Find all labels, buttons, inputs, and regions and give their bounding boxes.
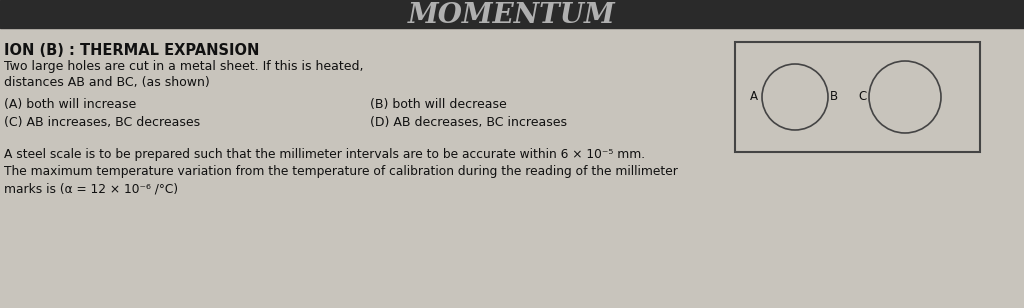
Text: A: A xyxy=(750,91,758,103)
Text: A steel scale is to be prepared such that the millimeter intervals are to be acc: A steel scale is to be prepared such tha… xyxy=(4,148,645,161)
Circle shape xyxy=(869,61,941,133)
Text: (D) AB decreases, BC increases: (D) AB decreases, BC increases xyxy=(370,116,567,129)
Text: (C) AB increases, BC decreases: (C) AB increases, BC decreases xyxy=(4,116,200,129)
Text: marks is (α = 12 × 10⁻⁶ /°C): marks is (α = 12 × 10⁻⁶ /°C) xyxy=(4,183,178,196)
Text: (B) both will decrease: (B) both will decrease xyxy=(370,98,507,111)
Text: (A) both will increase: (A) both will increase xyxy=(4,98,136,111)
Text: C: C xyxy=(859,91,867,103)
Text: Two large holes are cut in a metal sheet. If this is heated,: Two large holes are cut in a metal sheet… xyxy=(4,60,364,73)
Bar xyxy=(0,0,1024,28)
Circle shape xyxy=(762,64,828,130)
Text: distances AB and BC, (as shown): distances AB and BC, (as shown) xyxy=(4,76,210,89)
Text: MOMENTUM: MOMENTUM xyxy=(409,2,615,29)
Text: B: B xyxy=(830,91,838,103)
Text: ION (B) : THERMAL EXPANSION: ION (B) : THERMAL EXPANSION xyxy=(4,43,259,58)
Bar xyxy=(735,42,980,152)
Text: The maximum temperature variation from the temperature of calibration during the: The maximum temperature variation from t… xyxy=(4,165,678,178)
